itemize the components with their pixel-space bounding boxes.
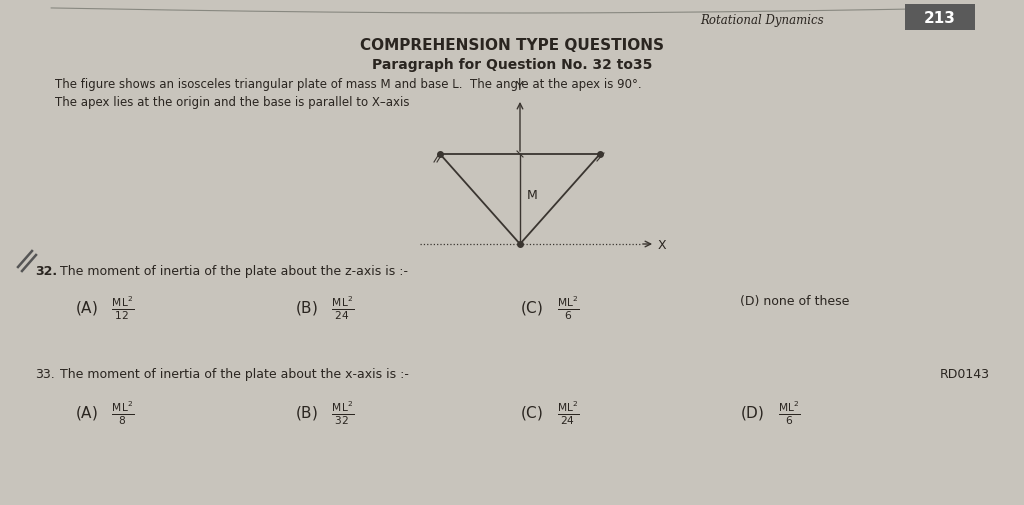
Text: 213: 213 — [924, 11, 956, 25]
Text: (B)   $\mathregular{\frac{ML^2}{24}}$: (B) $\mathregular{\frac{ML^2}{24}}$ — [295, 294, 354, 322]
Text: Y: Y — [516, 80, 524, 93]
Text: The figure shows an isosceles triangular plate of mass M and base L.  The angle : The figure shows an isosceles triangular… — [55, 78, 642, 91]
Text: Rotational Dynamics: Rotational Dynamics — [700, 14, 823, 27]
Text: (D) none of these: (D) none of these — [740, 294, 849, 308]
Text: 33.: 33. — [35, 367, 54, 380]
Text: The moment of inertia of the plate about the x-axis is :-: The moment of inertia of the plate about… — [60, 367, 409, 380]
Text: The moment of inertia of the plate about the z-axis is :-: The moment of inertia of the plate about… — [60, 265, 408, 277]
Text: Paragraph for Question No. 32 to35: Paragraph for Question No. 32 to35 — [372, 58, 652, 72]
Text: (C)   $\mathregular{\frac{ML^2}{24}}$: (C) $\mathregular{\frac{ML^2}{24}}$ — [520, 399, 580, 427]
Text: 32.: 32. — [35, 265, 57, 277]
Text: (A)   $\mathregular{\frac{ML^2}{8}}$: (A) $\mathregular{\frac{ML^2}{8}}$ — [75, 399, 134, 427]
Text: The apex lies at the origin and the base is parallel to X–axis: The apex lies at the origin and the base… — [55, 96, 410, 109]
Text: (D)   $\mathregular{\frac{ML^2}{6}}$: (D) $\mathregular{\frac{ML^2}{6}}$ — [740, 399, 801, 427]
Text: RD0143: RD0143 — [940, 367, 990, 380]
Text: (B)   $\mathregular{\frac{ML^2}{32}}$: (B) $\mathregular{\frac{ML^2}{32}}$ — [295, 399, 354, 427]
Text: (C)   $\mathregular{\frac{ML^2}{6}}$: (C) $\mathregular{\frac{ML^2}{6}}$ — [520, 294, 580, 322]
Text: COMPREHENSION TYPE QUESTIONS: COMPREHENSION TYPE QUESTIONS — [360, 38, 664, 53]
Text: (A)   $\mathregular{\frac{ML^2}{12}}$: (A) $\mathregular{\frac{ML^2}{12}}$ — [75, 294, 134, 322]
Text: M: M — [526, 188, 538, 201]
Text: X: X — [658, 238, 667, 251]
FancyBboxPatch shape — [905, 5, 975, 31]
